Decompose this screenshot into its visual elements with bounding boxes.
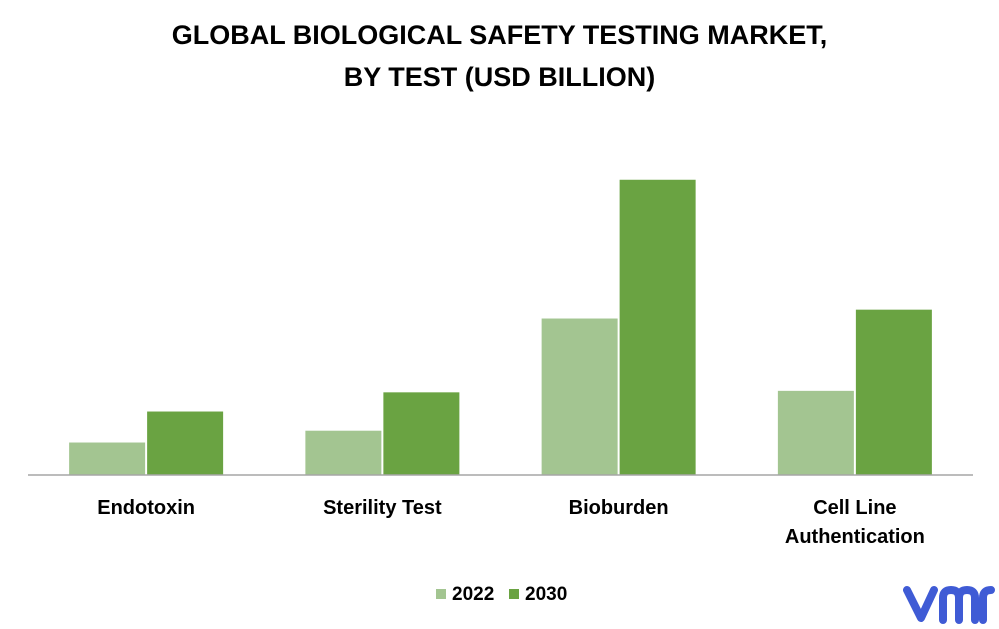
bar-2022-endotoxin [69,442,146,475]
bar-2030-bioburden [619,179,696,475]
x-tick-label: Cell Line [813,497,896,519]
chart-title-block: GLOBAL BIOLOGICAL SAFETY TESTING MARKET,… [0,14,999,98]
legend-swatch-2030 [509,589,519,599]
x-tick-label: Authentication [785,526,925,548]
x-tick-label: Sterility Test [323,497,442,519]
bar-2022-sterility-test [305,430,382,475]
bar-2022-bioburden [541,318,618,475]
bar-2030-endotoxin [147,411,224,475]
chart-subtitle: BY TEST (USD BILLION) [343,62,656,92]
chart-title: GLOBAL BIOLOGICAL SAFETY TESTING MARKET, [171,20,828,50]
legend-label-2022: 2022 [452,584,494,605]
bar-2030-cell-line-authentication [855,309,932,475]
x-tick-label: Bioburden [569,497,669,519]
legend-swatch-2022 [436,589,446,599]
x-tick-label: Endotoxin [97,497,195,519]
legend-label-2030: 2030 [525,584,567,605]
bar-2022-cell-line-authentication [777,390,854,475]
vmr-logo [903,586,995,624]
bar-2030-sterility-test [383,392,460,475]
